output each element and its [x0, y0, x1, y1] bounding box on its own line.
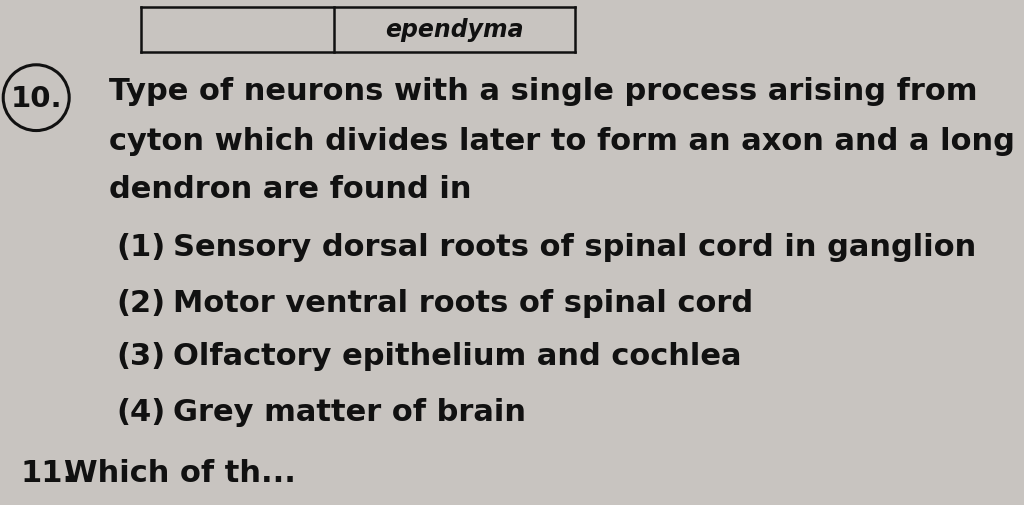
- Text: Olfactory epithelium and cochlea: Olfactory epithelium and cochlea: [173, 341, 741, 371]
- Text: 11.: 11.: [20, 458, 74, 487]
- Text: (2): (2): [117, 288, 166, 318]
- Text: Type of neurons with a single process arising from: Type of neurons with a single process ar…: [109, 76, 977, 106]
- Text: (1): (1): [117, 233, 166, 262]
- Text: Which of th...: Which of th...: [65, 458, 296, 487]
- Text: (3): (3): [117, 341, 166, 371]
- Text: cyton which divides later to form an axon and a long: cyton which divides later to form an axo…: [109, 127, 1015, 156]
- Text: ependyma: ependyma: [385, 18, 524, 42]
- Text: Motor ventral roots of spinal cord: Motor ventral roots of spinal cord: [173, 288, 753, 318]
- Text: Sensory dorsal roots of spinal cord in ganglion: Sensory dorsal roots of spinal cord in g…: [173, 233, 976, 262]
- Text: 10.: 10.: [10, 84, 62, 113]
- Text: Grey matter of brain: Grey matter of brain: [173, 397, 526, 426]
- Text: dendron are found in: dendron are found in: [109, 175, 471, 204]
- Text: (4): (4): [117, 397, 166, 426]
